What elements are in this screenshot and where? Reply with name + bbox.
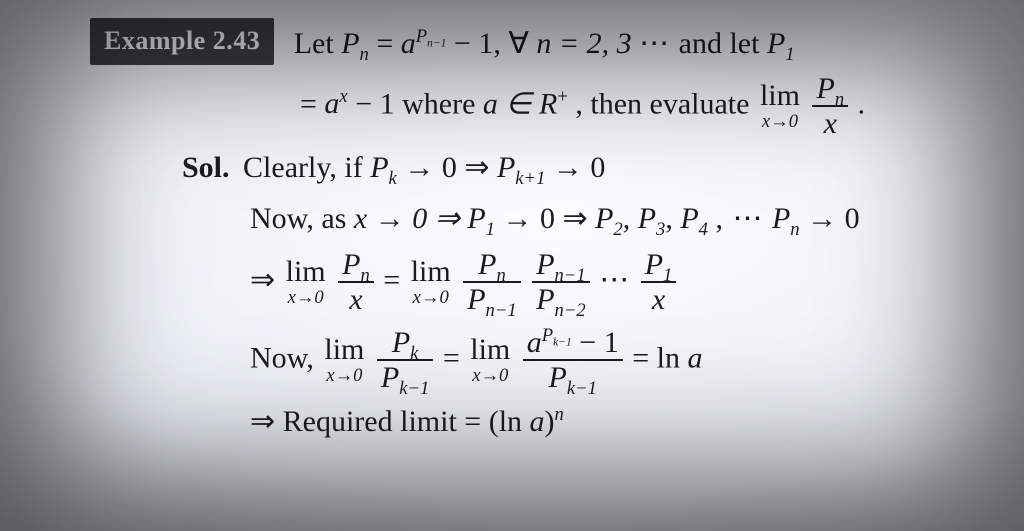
watermark-line2: Go to Settings to activate Windows. [820,500,1004,517]
t: ) [545,405,555,438]
line-7: ⇒ Required limit = (ln a)n [250,399,964,446]
line-5: ⇒ lim x→0 Pn x = lim x→0 Pn Pn−1 Pn−1 Pn… [250,248,964,318]
windows-watermark: Activate Windows Go to Settings to activ… [820,478,1004,517]
t: Let [294,27,341,60]
frac-Pn-x: Pn x [812,72,848,142]
lim: lim x→0 [324,335,364,386]
frac: Pn−1 Pn−2 [532,248,589,318]
Pk1: Pk+1 [497,151,545,184]
frac: P1 x [641,248,677,318]
t: = [300,87,324,120]
lim: lim x→0 [286,257,326,308]
line-4: Now, as x → 0 ⇒ P1 → 0 ⇒ P2, P3, P4 , ⋯ … [250,196,964,243]
a-pow: aPn−1 [401,27,454,60]
dots: ⋯ [599,264,639,297]
t: and let [679,27,767,60]
line-6: Now, lim x→0 Pk Pk−1 = lim x→0 aPk−1 − 1… [250,326,964,396]
lim: lim x→0 [470,335,510,386]
t: − 1, ∀ [454,27,536,60]
arrow: ⇒ [250,405,283,438]
Pn: Pn [341,27,369,60]
t: = [376,27,400,60]
t: a ∈ R [483,87,557,120]
t: → 0 ⇒ [404,151,497,184]
t: = ln [632,341,687,374]
t: a [687,341,702,374]
t: x → 0 ⇒ [354,202,467,235]
example-badge: Example 2.43 [90,18,274,65]
frac: Pn x [338,248,374,318]
Pk: Pk [370,151,397,184]
line-1: Example 2.43 Let Pn = aPn−1 − 1, ∀ n = 2… [90,18,964,68]
lim: lim x→0 [760,81,800,132]
t: n = 2, 3 [536,27,631,60]
frac: aPk−1 − 1 Pk−1 [523,326,623,396]
t: , then evaluate [575,87,757,120]
sol-label: Sol. [182,151,230,184]
line-3: Sol. Clearly, if Pk → 0 ⇒ Pk+1 → 0 [182,145,964,192]
lim: lim x→0 [411,257,451,308]
frac: Pk Pk−1 [377,326,433,396]
t: = [383,264,407,297]
t: . [858,87,866,120]
t: a [530,405,545,438]
t: Required limit = (ln [283,405,530,438]
watermark-line1: Activate Windows [820,478,1004,500]
t: + [557,86,568,107]
a-x: ax [324,87,347,120]
textbook-page: Example 2.43 Let Pn = aPn−1 − 1, ∀ n = 2… [0,0,1024,531]
t: → 0 [553,151,606,184]
t: Now, [250,341,321,374]
t: Now, as [250,202,354,235]
P1: P1 [767,27,795,60]
t: = [443,341,467,374]
frac: Pn Pn−1 [463,248,520,318]
dots: ⋯ [639,27,679,60]
t: → 0 ⇒ [502,202,595,235]
t: − 1 where [355,87,483,120]
t: → 0 [807,202,860,235]
t: n [555,404,564,425]
line1-text: Let Pn = aPn−1 − 1, ∀ n = 2, 3 ⋯ and let… [294,27,795,60]
t: Clearly, if [243,151,370,184]
line-2: = ax − 1 where a ∈ R+ , then evaluate li… [300,72,964,142]
arrow: ⇒ [250,264,283,297]
